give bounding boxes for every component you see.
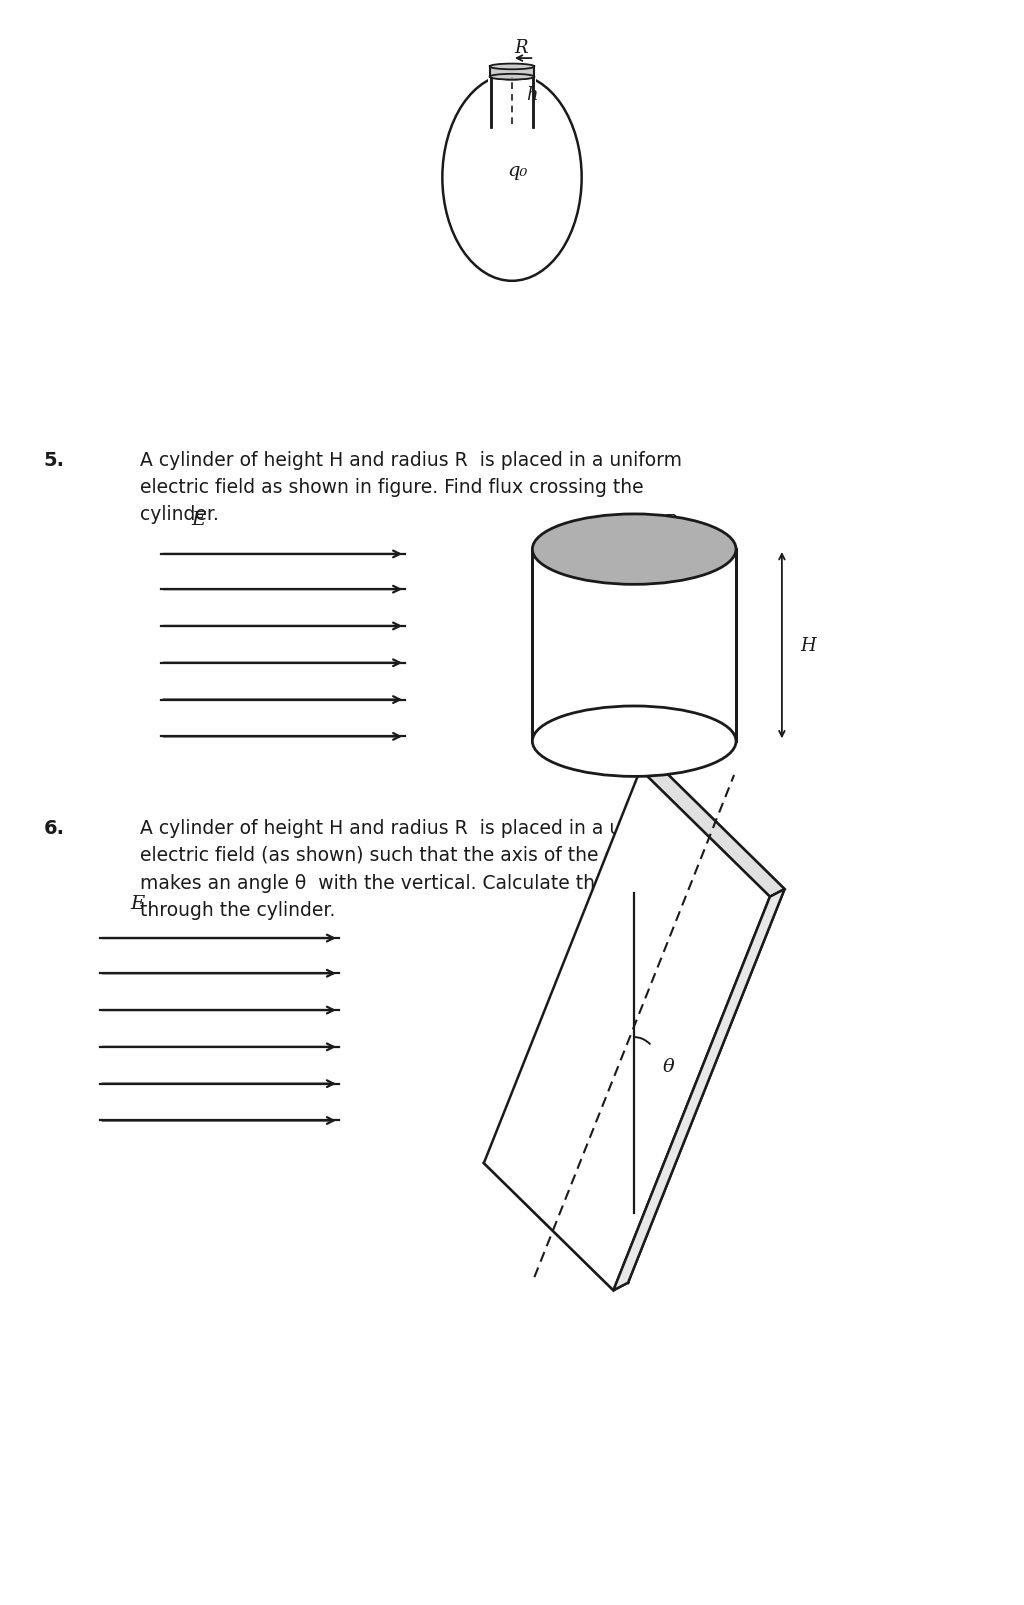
Polygon shape [640,762,784,897]
Text: A cylinder of height H and radius R  is placed in a uniform
electric field (as s: A cylinder of height H and radius R is p… [140,819,682,920]
Polygon shape [484,1156,628,1290]
Text: 6.: 6. [43,819,65,838]
Ellipse shape [489,75,535,80]
Polygon shape [499,762,784,1282]
Ellipse shape [532,515,736,584]
Text: h: h [526,85,538,104]
Ellipse shape [490,72,534,80]
Ellipse shape [532,706,736,777]
Text: q₀: q₀ [508,162,528,180]
Text: H: H [800,637,816,655]
Text: R: R [664,514,677,531]
Ellipse shape [489,64,535,71]
Text: E: E [191,510,206,530]
Ellipse shape [442,75,582,281]
Bar [490,77,534,128]
Bar [532,551,736,742]
Text: R: R [514,39,527,56]
Text: θ: θ [663,1058,675,1075]
Bar [487,69,537,136]
Text: E: E [130,896,144,913]
Polygon shape [484,770,770,1290]
Polygon shape [613,889,784,1290]
Text: 5.: 5. [43,451,65,470]
Text: A cylinder of height H and radius R  is placed in a uniform
electric field as sh: A cylinder of height H and radius R is p… [140,451,682,525]
Bar [489,67,535,77]
